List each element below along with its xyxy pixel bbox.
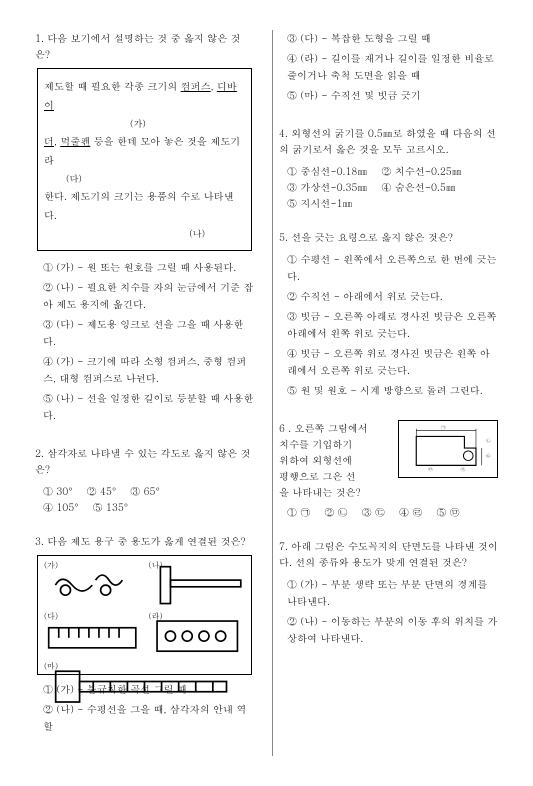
q1-choice-2: ② (나) - 필요한 치수를 자의 눈금에서 기준 잡아 제도 용지에 옮긴다… (43, 279, 254, 313)
q6-choice-2: ② ㉡ (324, 504, 347, 520)
q2-choice-2: ② 45° (87, 483, 117, 499)
q1-lbl-ga: (가) (44, 115, 245, 132)
q4-choice-1: ① 중심선-0.18㎜ (287, 163, 367, 179)
q4-choices-r2: ③ 가상선-0.35㎜ ④ 숨은선-0.5㎜ (279, 179, 498, 195)
question-2: 2. 삼각자로 나타낼 수 있는 각도로 옳지 않은 것은? ① 30° ② 4… (35, 445, 254, 515)
q3c-choice-3: ③ (다) - 복잡한 도형을 그릴 때 (287, 30, 498, 47)
q6-choice-5: ⑤ ㉤ (436, 504, 459, 520)
q1-choice-3: ③ (다) - 제도용 잉크로 선을 그을 때 사용한다. (43, 316, 254, 350)
q2-choice-3: ③ 65° (130, 483, 160, 499)
q1-box-line1: 제도할 때 필요한 각종 크기의 컴퍼스, 디바이 (44, 77, 245, 115)
q3-fig-ga: (가) (42, 560, 143, 610)
q1-u4: 먹줄펜 (60, 134, 90, 148)
q3-fig-ma: (마) (42, 661, 247, 712)
dimension-drawing-icon: ㉠ ㉡ ㉢ ㉣ ㉤ (401, 423, 495, 475)
q1-box: 제도할 때 필요한 각종 크기의 컴퍼스, 디바이 (가) 더, 먹줄펜 등을 … (37, 68, 252, 251)
q1-choice-1: ① (가) - 원 또는 원호를 그릴 때 사용된다. (43, 259, 254, 276)
q6-figure: ㉠ ㉡ ㉢ ㉣ ㉤ (398, 420, 498, 478)
q2-choices-2: ④ 105° ⑤ 135° (35, 499, 254, 515)
q2-choices: ① 30° ② 45° ③ 65° (35, 483, 254, 499)
q5-choice-2: ② 수직선 - 아래에서 위로 긋는다. (287, 288, 498, 305)
q3-fig-lbl-na: (나) (149, 560, 163, 573)
q5-choice-4: ④ 빗금 - 오른쪽 위로 경사진 빗금은 왼쪽 아래에서 오른쪽 위로 긋는다… (287, 345, 498, 379)
q6-choice-3: ③ ㉢ (362, 504, 385, 520)
q3-figure: (가) (나) (37, 555, 252, 675)
q3c-choices: ③ (다) - 복잡한 도형을 그릴 때 ④ (라) - 길이를 재거나 길이를… (279, 30, 498, 104)
q3-fig-da: (다) (42, 611, 143, 661)
q6-choices: ① ㉠ ② ㉡ ③ ㉢ ④ ㉣ ⑤ ㉤ (279, 504, 498, 520)
q1-u3: 더 (44, 134, 54, 148)
q4-choices-r3: ⑤ 지시선-1㎜ (279, 195, 498, 211)
q5-title: 5. 선을 긋는 요령으로 옳지 않은 것은? (279, 229, 498, 245)
q6-choice-1: ① ㉠ (287, 504, 310, 520)
svg-text:㉠: ㉠ (441, 425, 446, 431)
q3-fig-lbl-ra: (라) (149, 611, 163, 624)
q7-choices: ① (가) - 부분 생략 또는 부분 단면의 경계를 나타낸다. ② (나) … (279, 576, 498, 647)
q4-choices-r1: ① 중심선-0.18㎜ ② 치수선-0.25㎜ (279, 163, 498, 179)
question-5: 5. 선을 긋는 요령으로 옳지 않은 것은? ① 수평선 - 왼쪽에서 오른쪽… (279, 229, 498, 402)
q1-box-line3: 한다. 제도기의 크기는 용품의 수로 나타낸다. (44, 187, 245, 225)
svg-text:㉢: ㉢ (486, 454, 491, 460)
q1-title: 1. 다음 보기에서 설명하는 것 중 옳지 않은 것은? (35, 30, 254, 62)
q3-fig-lbl-ga: (가) (44, 560, 58, 573)
q3-title: 3. 다음 제도 용구 중 용도가 옳게 연결된 것은? (35, 533, 254, 549)
question-1: 1. 다음 보기에서 설명하는 것 중 옳지 않은 것은? 제도할 때 필요한 … (35, 30, 254, 427)
q6-line-3: 평행으로 그은 선 (279, 468, 392, 484)
q5-choice-5: ⑤ 원 및 원호 - 시계 방향으로 돌려 그린다. (287, 382, 498, 399)
q4-choice-2: ② 치수선-0.25㎜ (381, 163, 461, 179)
question-6: 6 . 오른쪽 그림에서 치수를 기입하기 위하여 외형선에 평행으로 그은 선… (279, 420, 498, 520)
q2-title: 2. 삼각자로 나타낼 수 있는 각도로 옳지 않은 것은? (35, 445, 254, 477)
q6-line-1: 치수를 기입하기 (279, 436, 392, 452)
q4-choice-3: ③ 가상선-0.35㎜ (287, 179, 367, 195)
q7-choice-1: ① (가) - 부분 생략 또는 부분 단면의 경계를 나타낸다. (287, 576, 498, 610)
q6-choice-4: ④ ㉣ (399, 504, 422, 520)
q1-choice-5: ⑤ (나) - 선을 일정한 길이로 등분할 때 사용한다. (43, 390, 254, 424)
q2-choice-5: ⑤ 135° (93, 499, 129, 515)
question-3-cont: ③ (다) - 복잡한 도형을 그릴 때 ④ (라) - 길이를 재거나 길이를… (279, 30, 498, 107)
q1-lbl-na: (나) (44, 225, 245, 242)
svg-text:㉤: ㉤ (428, 467, 433, 473)
question-4: 4. 외형선의 굵기를 0.5㎜로 하였을 때 다음의 선의 굵기로서 옳은 것… (279, 125, 498, 211)
svg-text:㉣: ㉣ (460, 467, 465, 473)
q5-choice-1: ① 수평선 - 왼쪽에서 오른쪽으로 한 번에 긋는다. (287, 251, 498, 285)
q1-u1: 컴퍼스 (181, 79, 211, 93)
q1-choices: ① (가) - 원 또는 원호를 그릴 때 사용된다. ② (나) - 필요한 … (35, 259, 254, 424)
q2-choice-4: ④ 105° (43, 499, 79, 515)
q6-line-4: 을 나타내는 것은? (279, 484, 392, 500)
question-7: 7. 아래 그림은 수도꼭지의 단면도를 나타낸 것이다. 선의 종류와 용도가… (279, 538, 498, 650)
q4-choice-5: ⑤ 지시선-1㎜ (287, 195, 353, 211)
q3c-choice-5: ⑤ (마) - 수직선 및 빗금 긋기 (287, 87, 498, 104)
question-3: 3. 다음 제도 용구 중 용도가 옳게 연결된 것은? (가) (나) (35, 533, 254, 738)
q4-title: 4. 외형선의 굵기를 0.5㎜로 하였을 때 다음의 선의 굵기로서 옳은 것… (279, 125, 498, 157)
q1-choice-4: ④ (가) - 크기에 따라 소형 컴퍼스, 중형 컴퍼스, 대형 컴퍼스로 나… (43, 353, 254, 387)
q7-title: 7. 아래 그림은 수도꼭지의 단면도를 나타낸 것이다. 선의 종류와 용도가… (279, 538, 498, 570)
q3-fig-lbl-ma: (마) (44, 661, 58, 674)
svg-text:㉡: ㉡ (486, 438, 491, 444)
q3c-choice-4: ④ (라) - 길이를 재거나 길이를 일정한 비율로 줄이거나 축척 도면을 … (287, 50, 498, 84)
q3-fig-lbl-da: (다) (44, 611, 58, 624)
q3-fig-ra: (라) (147, 611, 248, 661)
q1-lbl-da: (다) (44, 170, 245, 187)
q4-choice-4: ④ 숨은선-0.5㎜ (381, 179, 455, 195)
q6-line-2: 위하여 외형선에 (279, 452, 392, 468)
q1-box-line2: 더, 먹줄펜 등을 한데 모아 놓은 것을 제도기라 (44, 132, 245, 170)
q5-choices: ① 수평선 - 왼쪽에서 오른쪽으로 한 번에 긋는다. ② 수직선 - 아래에… (279, 251, 498, 399)
q1-box-pre: 제도할 때 필요한 각종 크기의 (44, 79, 181, 93)
q2-choice-1: ① 30° (43, 483, 73, 499)
q5-choice-3: ③ 빗금 - 오른쪽 아래로 경사진 빗금은 오른쪽 아래에서 왼쪽 위로 긋는… (287, 308, 498, 342)
q3-fig-na: (나) (147, 560, 248, 610)
q6-title: 6 . 오른쪽 그림에서 (279, 420, 392, 436)
q7-choice-2: ② (나) - 이동하는 부분의 이동 후의 위치를 가상하여 나타낸다. (287, 613, 498, 647)
scale-ruler-icon (42, 661, 247, 712)
q6-text: 6 . 오른쪽 그림에서 치수를 기입하기 위하여 외형선에 평행으로 그은 선… (279, 420, 392, 500)
